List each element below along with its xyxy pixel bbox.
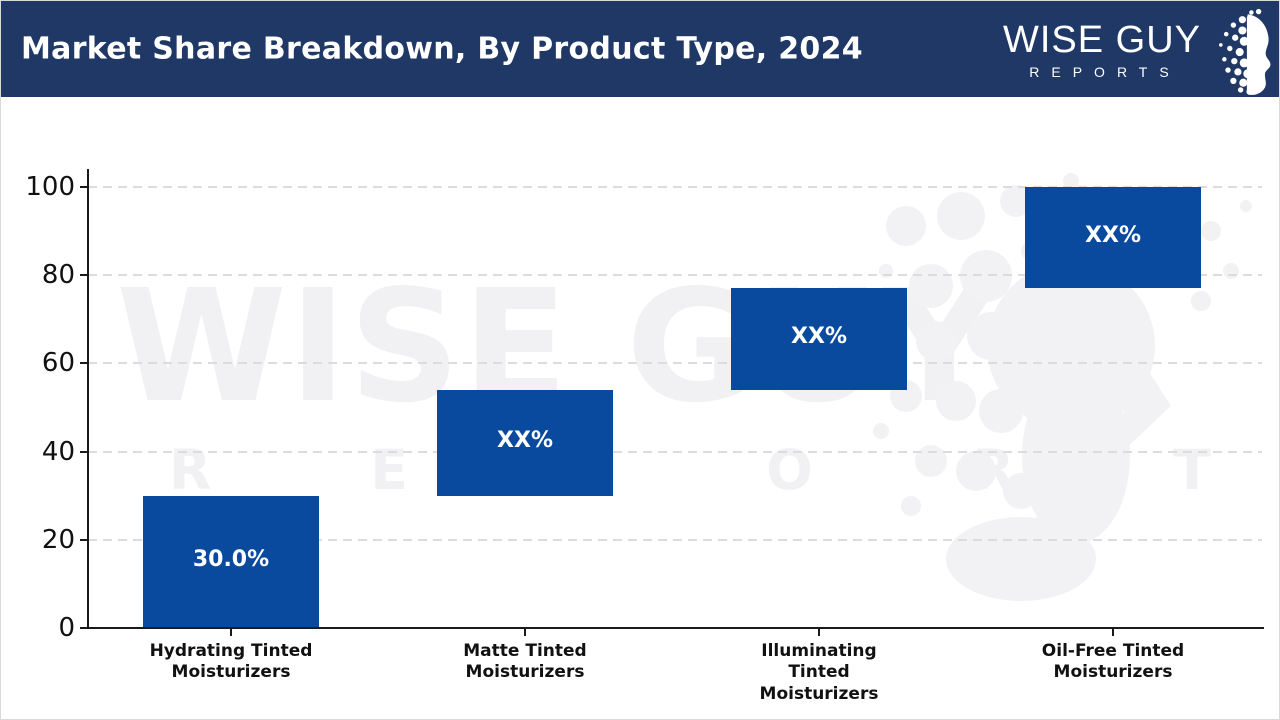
gridline (88, 538, 1262, 541)
gridline (88, 362, 1262, 365)
page-title: Market Share Breakdown, By Product Type,… (21, 31, 863, 67)
header-bar: Market Share Breakdown, By Product Type,… (1, 1, 1279, 97)
y-axis-line (87, 169, 89, 629)
gridline (88, 274, 1262, 277)
brand-logo-name: WISE GUY REPORTS (1003, 21, 1201, 80)
y-tick-mark (80, 627, 88, 629)
gridline (88, 186, 1262, 188)
y-tick-label: 0 (58, 613, 75, 643)
x-tick-mark (524, 628, 526, 636)
bar: 30.0% (143, 495, 319, 628)
x-category-label: Hydrating Tinted Moisturizers (149, 641, 313, 683)
x-tick-mark (1112, 628, 1114, 636)
bar: XX% (731, 288, 907, 390)
x-tick-mark (230, 628, 232, 636)
brand-logo-name-bottom: REPORTS (1029, 64, 1181, 80)
bar-value-label: XX% (791, 324, 847, 350)
gridline (88, 450, 1262, 453)
y-tick-label: 80 (41, 260, 75, 291)
x-axis-line (87, 627, 1264, 629)
brand-logo-head-icon (1219, 8, 1271, 95)
y-tick-mark (80, 450, 88, 453)
y-tick-label: 100 (25, 172, 75, 202)
y-tick-mark (80, 274, 88, 277)
watermark-head-icon (873, 173, 1252, 601)
bar-value-label: 30.0% (192, 546, 270, 572)
brand-logo: WISE GUY REPORTS (1003, 6, 1273, 95)
x-tick-mark (818, 628, 820, 636)
x-category-label: Matte Tinted Moisturizers (463, 641, 587, 683)
y-tick-label: 60 (41, 348, 75, 379)
y-tick-mark (80, 538, 88, 541)
bar: XX% (437, 389, 613, 496)
bar-value-label: XX% (1085, 222, 1141, 248)
bar-value-label: XX% (497, 427, 553, 453)
y-tick-label: 20 (41, 524, 75, 555)
x-category-label: Illuminating Tinted Moisturizers (759, 641, 879, 704)
bar: XX% (1025, 187, 1201, 289)
y-tick-label: 40 (41, 436, 75, 467)
y-tick-mark (80, 362, 88, 365)
x-category-label: Oil-Free Tinted Moisturizers (1041, 641, 1185, 683)
brand-logo-name-top: WISE GUY (1002, 19, 1201, 61)
y-tick-mark (80, 186, 88, 188)
